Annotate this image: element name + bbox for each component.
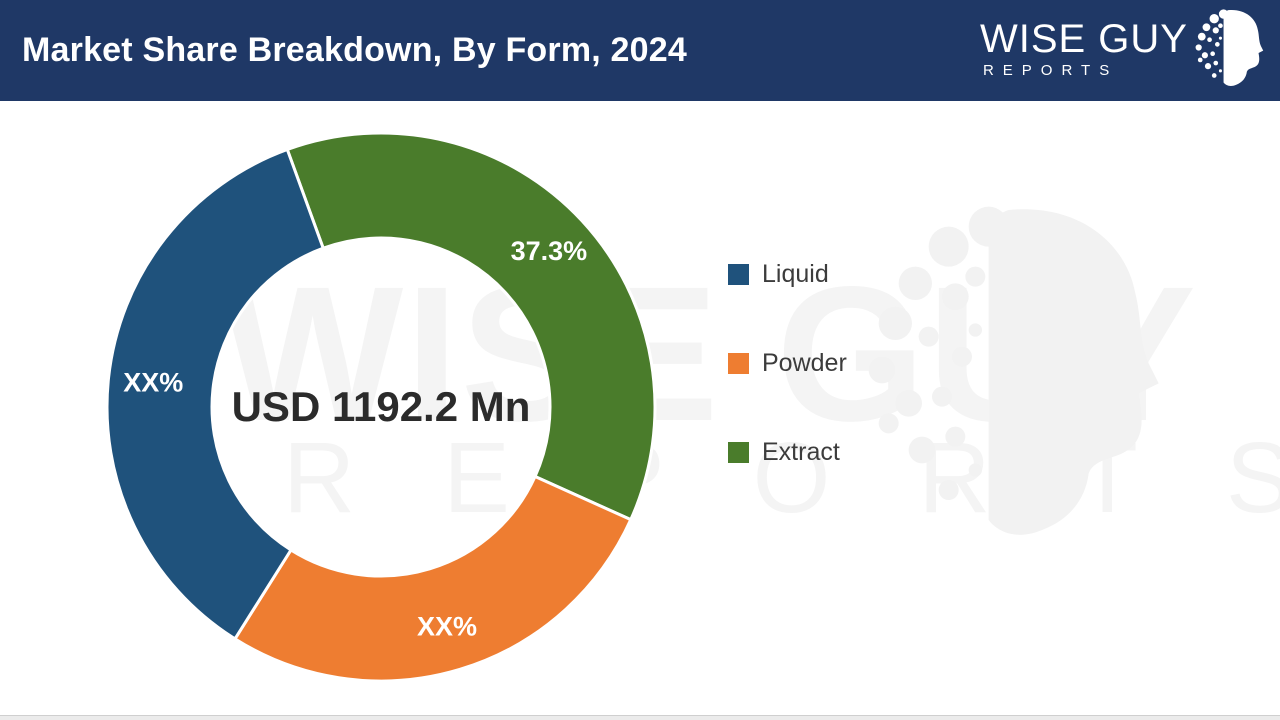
donut-segment-powder [232, 474, 633, 683]
segment-label-liquid: XX% [123, 368, 183, 398]
legend-label: Powder [762, 349, 847, 377]
segment-label-powder: XX% [417, 611, 477, 641]
donut-center-value: USD 1192.2 Mn [231, 383, 531, 430]
brand-subtitle: REPORTS [982, 61, 1119, 79]
legend-label: Extract [762, 438, 840, 466]
legend-item-powder: Powder [728, 349, 847, 378]
legend-swatch-powder [728, 353, 749, 374]
brand-logo: WISE GUY REPORTS [980, 8, 1264, 87]
legend-item-liquid: Liquid [728, 260, 829, 289]
brand-name: WISE GUY [979, 16, 1188, 61]
legend-swatch-liquid [728, 264, 749, 285]
brand-logo-text: WISE GUY REPORTS [980, 17, 1188, 79]
legend-item-extract: Extract [728, 438, 840, 467]
segment-label-extract: 37.3% [511, 236, 588, 266]
bottom-border [0, 715, 1280, 720]
donut-segment-liquid [105, 147, 326, 641]
watermark-face-graphic [868, 206, 1159, 535]
donut-segment-extract [285, 131, 657, 522]
header-bar: Market Share Breakdown, By Form, 2024 WI… [0, 0, 1280, 101]
page-title: Market Share Breakdown, By Form, 2024 [22, 31, 687, 69]
brand-face-icon [1195, 9, 1264, 86]
legend-swatch-extract [728, 442, 749, 463]
legend-label: Liquid [762, 260, 829, 288]
